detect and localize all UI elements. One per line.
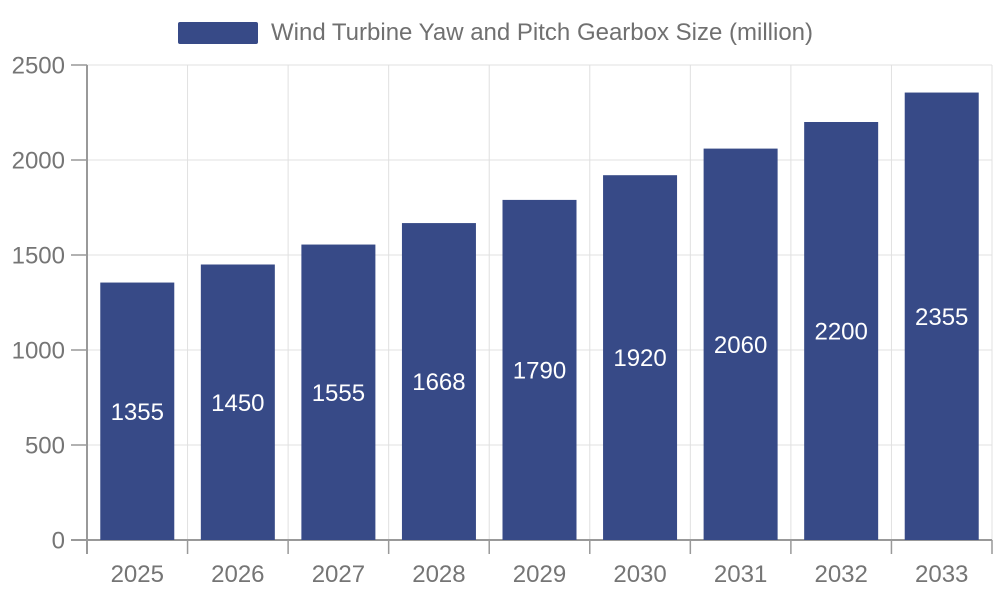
x-tick-label: 2029 [513, 561, 566, 588]
x-tick-label: 2031 [714, 561, 767, 588]
y-tick-label: 1000 [12, 338, 65, 365]
bar-2026[interactable] [200, 264, 275, 541]
bar-2028[interactable] [401, 223, 476, 540]
y-tick-label: 500 [25, 433, 65, 460]
bar-2025[interactable] [100, 282, 175, 540]
bar-value-label: 1450 [211, 390, 264, 417]
x-tick-label: 2026 [211, 561, 264, 588]
x-tick-label: 2032 [814, 561, 867, 588]
y-tick-label: 2500 [12, 53, 65, 80]
bar-2029[interactable] [502, 199, 577, 540]
bar-value-label: 2200 [814, 319, 867, 346]
legend-label: Wind Turbine Yaw and Pitch Gearbox Size … [271, 19, 814, 46]
y-tick-label: 1500 [12, 243, 65, 270]
bar-value-label: 2355 [915, 304, 968, 331]
x-tick-label: 2028 [412, 561, 465, 588]
legend-swatch [178, 22, 258, 44]
chart-legend[interactable]: Wind Turbine Yaw and Pitch Gearbox Size … [178, 17, 813, 49]
bar-value-label: 1355 [111, 399, 164, 426]
bar-value-label: 1920 [613, 345, 666, 372]
bar-2033[interactable] [904, 92, 979, 541]
bar-value-label: 1555 [312, 380, 365, 407]
bar-value-label: 2060 [714, 332, 767, 359]
bar-2027[interactable] [301, 244, 376, 541]
bar-2030[interactable] [603, 175, 678, 540]
x-tick-label: 2033 [915, 561, 968, 588]
bar-2032[interactable] [804, 122, 879, 540]
bar-value-label: 1790 [513, 357, 566, 384]
x-tick-label: 2025 [111, 561, 164, 588]
bar-value-label: 1668 [412, 369, 465, 396]
y-tick-label: 2000 [12, 148, 65, 175]
x-tick-label: 2030 [613, 561, 666, 588]
bar-2031[interactable] [703, 148, 778, 540]
x-tick-label: 2027 [312, 561, 365, 588]
y-tick-label: 0 [52, 528, 65, 555]
